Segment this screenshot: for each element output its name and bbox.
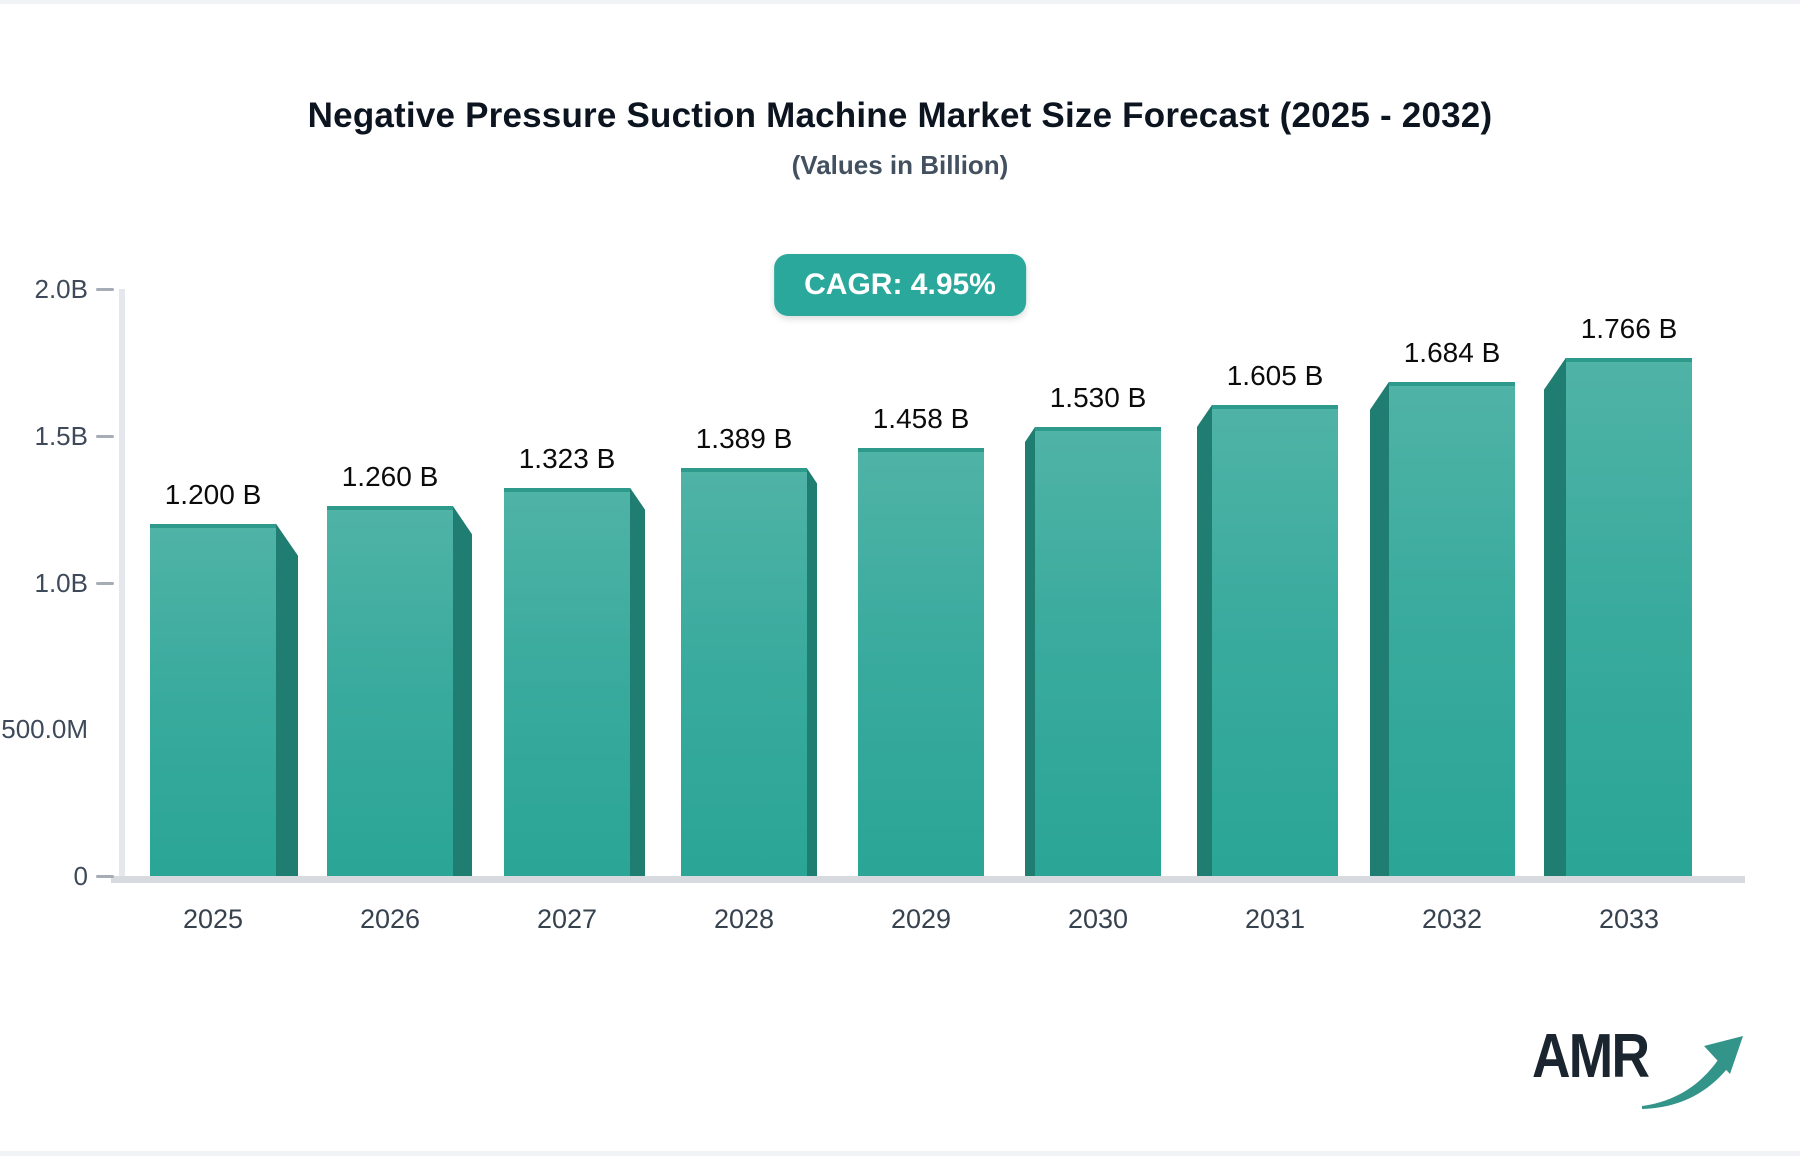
y-axis-tick-label: 0	[73, 861, 88, 891]
bar-value-label-2033: 1.766 B	[1580, 312, 1678, 344]
bar-value-label-2028: 1.389 B	[695, 423, 793, 455]
y-axis-tick-mark	[96, 434, 114, 438]
bar-side-face-2027	[630, 487, 645, 876]
bar-value-label-2025: 1.200 B	[164, 478, 262, 510]
bar-side-face-2025	[276, 523, 298, 876]
y-axis-tick-label: 1.5B	[34, 420, 89, 451]
y-axis-tick-label: 500.0M	[1, 714, 88, 745]
x-axis-label-2027: 2027	[536, 904, 598, 934]
bar-2032	[1389, 381, 1515, 876]
bar-side-face-2033	[1544, 357, 1566, 876]
bar-side-face-2032	[1370, 381, 1389, 876]
x-axis-label-2026: 2026	[359, 904, 421, 934]
cagr-badge: CAGR: 4.95%	[774, 254, 1026, 316]
bar-value-label-2031: 1.605 B	[1226, 359, 1324, 391]
bar-side-face-2028	[807, 468, 817, 876]
bar-value-label-2027: 1.323 B	[518, 442, 616, 474]
x-axis-label-2028: 2028	[713, 904, 775, 934]
bar-2029	[858, 448, 984, 876]
x-axis-label-2029: 2029	[890, 904, 952, 934]
y-axis-tick-mark	[96, 288, 114, 291]
y-axis-tick-mark	[96, 581, 114, 585]
page-subtitle: (Values in Billion)	[791, 150, 1009, 180]
bar-2028	[681, 468, 807, 876]
bottom-border	[0, 1151, 1800, 1156]
bar-2030	[1035, 426, 1161, 876]
bar-value-label-2032: 1.684 B	[1403, 336, 1501, 368]
x-axis-label-2032: 2032	[1421, 904, 1483, 934]
y-axis-line	[119, 289, 125, 879]
bar-2025	[150, 523, 276, 876]
x-axis-line	[111, 876, 1745, 883]
growth-arrow-icon	[1642, 1036, 1743, 1109]
y-axis-tick-label: 1.0B	[34, 567, 89, 598]
y-axis-tick-label: 2.0B	[34, 274, 89, 304]
amr-logo-text: AMR	[1532, 1022, 1650, 1091]
bar-value-label-2030: 1.530 B	[1049, 381, 1147, 413]
bar-side-face-2030	[1025, 426, 1035, 876]
y-axis-tick-mark	[96, 875, 114, 878]
bar-2031	[1212, 404, 1338, 876]
x-axis-label-2033: 2033	[1598, 904, 1660, 934]
x-axis-label-2031: 2031	[1244, 904, 1306, 934]
bar-value-label-2029: 1.458 B	[872, 403, 970, 435]
bar-2027	[504, 487, 630, 876]
bar-2033	[1566, 357, 1692, 876]
bar-2026	[327, 506, 453, 876]
x-axis-label-2030: 2030	[1067, 904, 1129, 934]
amr-logo: AMR	[1532, 1026, 1762, 1126]
top-border	[0, 0, 1800, 4]
x-axis-label-2025: 2025	[182, 904, 244, 934]
bar-value-label-2026: 1.260 B	[341, 461, 439, 493]
bar-side-face-2031	[1197, 404, 1212, 876]
page-title: Negative Pressure Suction Machine Market…	[307, 96, 1493, 135]
bar-side-face-2026	[453, 506, 472, 876]
